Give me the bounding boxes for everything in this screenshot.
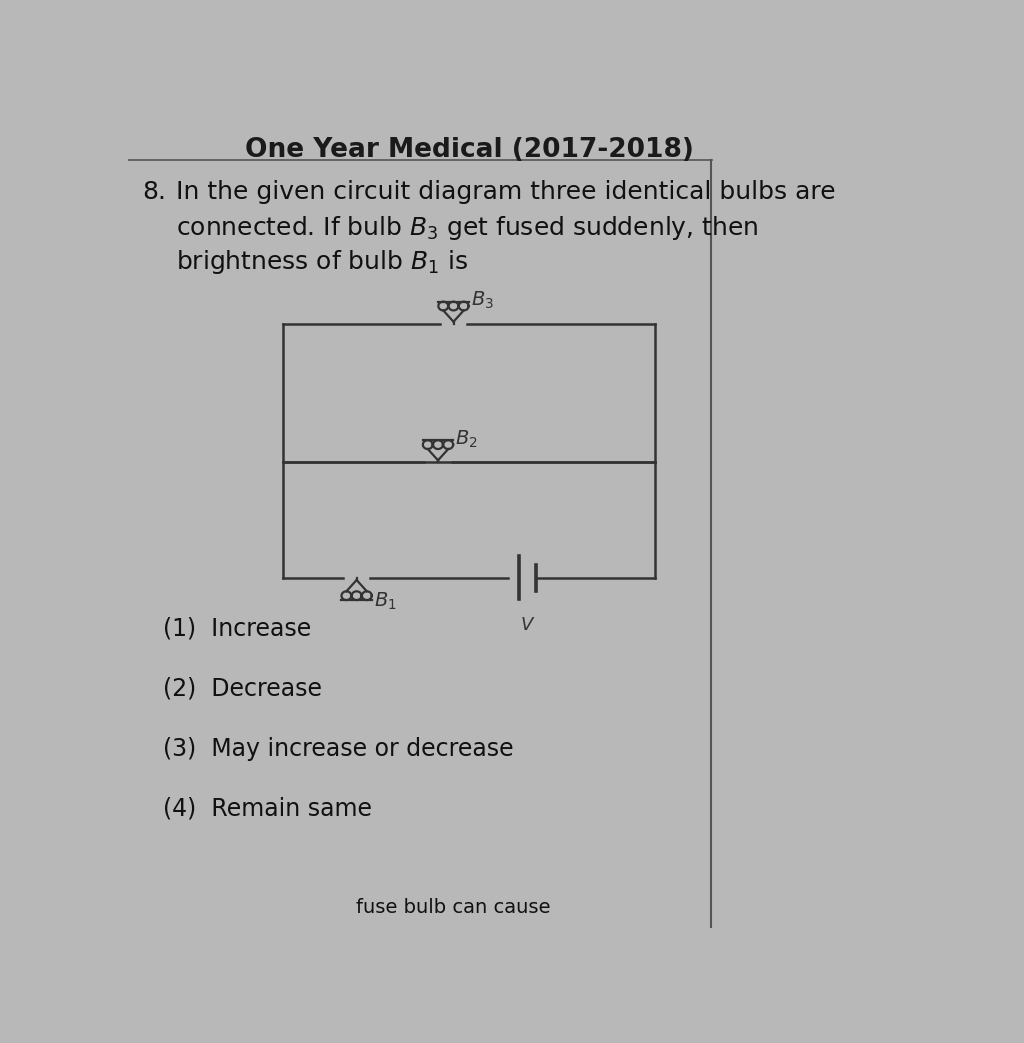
- Text: (4)  Remain same: (4) Remain same: [163, 797, 372, 821]
- Text: (1)  Increase: (1) Increase: [163, 616, 311, 640]
- Text: brightness of bulb $B_1$ is: brightness of bulb $B_1$ is: [176, 247, 468, 275]
- Text: $B_1$: $B_1$: [374, 590, 396, 612]
- Text: $V$: $V$: [520, 616, 536, 634]
- Text: connected. If bulb $B_3$ get fused suddenly, then: connected. If bulb $B_3$ get fused sudde…: [176, 214, 759, 242]
- Text: In the given circuit diagram three identical bulbs are: In the given circuit diagram three ident…: [176, 179, 836, 203]
- Text: (3)  May increase or decrease: (3) May increase or decrease: [163, 736, 513, 760]
- Text: $B_3$: $B_3$: [471, 290, 494, 311]
- Text: 8.: 8.: [142, 179, 166, 203]
- Text: (2)  Decrease: (2) Decrease: [163, 677, 322, 701]
- Text: $B_2$: $B_2$: [455, 429, 477, 450]
- Text: One Year Medical (2017-2018): One Year Medical (2017-2018): [245, 137, 693, 163]
- Text: fuse bulb can cause: fuse bulb can cause: [356, 898, 551, 917]
